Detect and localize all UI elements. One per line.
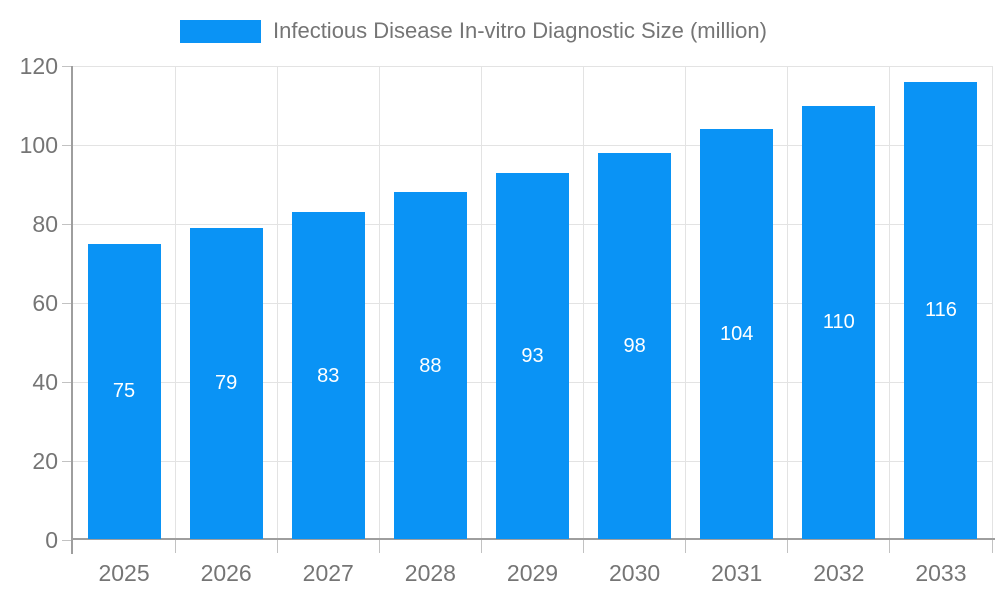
gridline-horizontal — [73, 144, 992, 146]
bar-value-label: 98 — [623, 334, 646, 357]
gridline-vertical — [889, 66, 891, 540]
x-axis-tick-label: 2025 — [98, 560, 150, 586]
y-axis-tick-label: 100 — [19, 132, 58, 158]
bar-value-label: 110 — [822, 311, 855, 334]
bar-2029 — [496, 172, 569, 539]
x-axis-tick — [889, 540, 891, 553]
x-axis-tick — [583, 540, 585, 553]
x-axis-tick — [378, 540, 380, 553]
gridline-vertical — [378, 66, 380, 540]
x-axis-tick-label: 2026 — [200, 560, 252, 586]
x-axis-tick — [685, 540, 687, 553]
gridline-vertical — [480, 66, 482, 540]
x-axis-tick-label: 2028 — [404, 560, 456, 586]
bar-2033 — [904, 81, 978, 539]
x-axis-tick — [787, 540, 789, 553]
bar-value-label: 88 — [419, 354, 442, 377]
legend-swatch — [180, 19, 261, 43]
x-axis-tick-label: 2033 — [915, 560, 967, 586]
x-axis-tick — [174, 540, 176, 553]
bar-2028 — [393, 192, 467, 539]
y-axis-tick — [62, 302, 71, 304]
y-axis-tick — [62, 144, 71, 146]
legend: Infectious Disease In-vitro Diagnostic S… — [180, 17, 767, 45]
x-axis-tick-label: 2031 — [711, 560, 763, 586]
bar-2025 — [87, 243, 161, 539]
y-axis-tick-label: 20 — [32, 448, 58, 474]
legend-label: Infectious Disease In-vitro Diagnostic S… — [273, 18, 767, 43]
y-axis-tick-label: 40 — [32, 369, 58, 395]
bar-2026 — [189, 227, 263, 539]
x-axis-tick — [276, 540, 278, 553]
y-axis-tick — [62, 65, 71, 67]
bar-2030 — [598, 152, 672, 539]
y-axis-tick-label: 120 — [19, 53, 58, 79]
x-axis-tick — [480, 540, 482, 553]
y-axis-tick — [62, 460, 71, 462]
y-axis-tick — [62, 223, 71, 225]
y-axis-tick-label: 0 — [45, 527, 58, 553]
y-axis-tick-label: 80 — [32, 211, 58, 237]
y-axis-tick-label: 60 — [32, 290, 58, 316]
gridline-horizontal — [73, 65, 992, 67]
bar-value-label: 79 — [215, 372, 238, 395]
x-axis-tick-label: 2030 — [609, 560, 661, 586]
bar-2027 — [291, 212, 365, 539]
x-axis-tick-label: 2029 — [506, 560, 559, 586]
x-axis-tick-label: 2032 — [813, 560, 865, 586]
x-axis-line — [71, 538, 995, 540]
gridline-vertical — [583, 66, 585, 540]
bar-value-label: 104 — [720, 323, 754, 346]
x-axis-tick — [991, 540, 993, 553]
gridline-vertical — [787, 66, 789, 540]
gridline-vertical — [174, 66, 176, 540]
gridline-vertical — [276, 66, 278, 540]
gridline-vertical — [991, 66, 993, 540]
bar-value-label: 93 — [521, 344, 544, 367]
gridline-vertical — [685, 66, 687, 540]
x-axis-tick-label: 2027 — [302, 560, 354, 586]
y-axis-line — [71, 66, 73, 554]
y-axis-tick — [62, 539, 71, 541]
bar-value-label: 75 — [112, 380, 136, 403]
bar-value-label: 116 — [924, 299, 957, 322]
bar-value-label: 83 — [317, 364, 340, 387]
bar-2031 — [700, 129, 774, 539]
y-axis-tick — [62, 381, 71, 383]
bar-2032 — [802, 105, 876, 539]
